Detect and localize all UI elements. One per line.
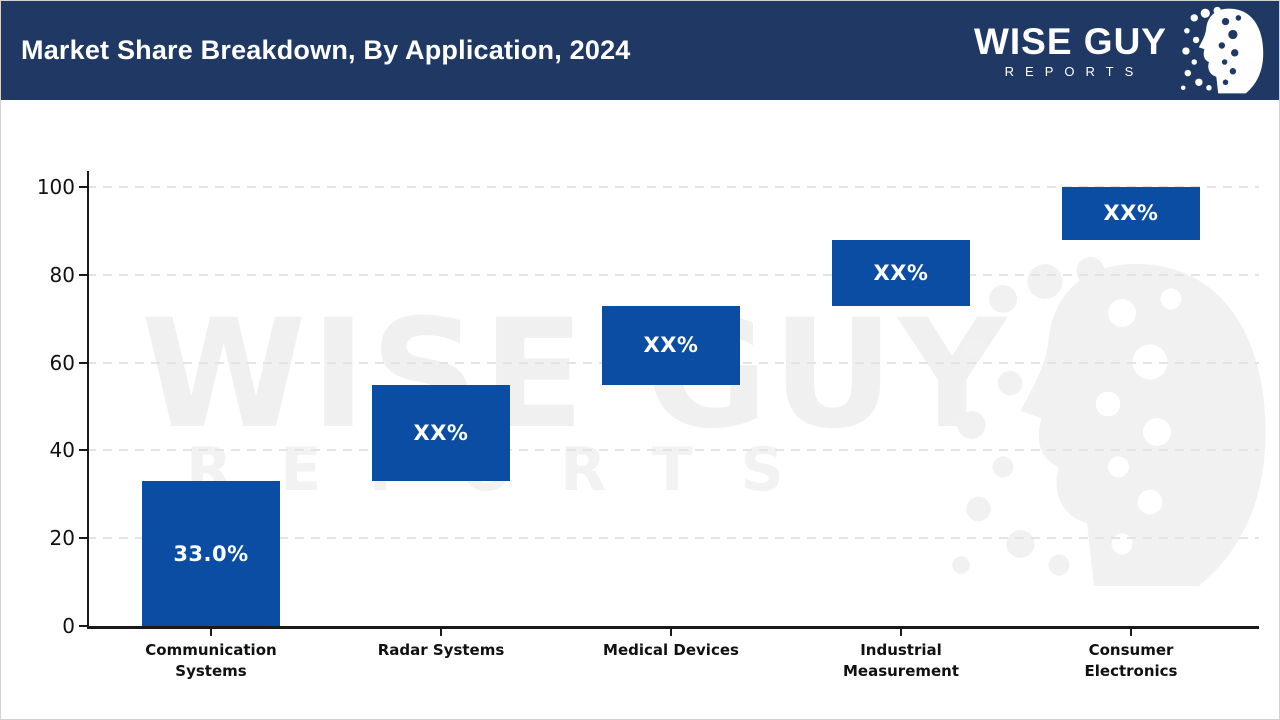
x-axis-line [87,626,1259,629]
y-axis-tick [79,361,87,364]
x-axis-tick [1130,629,1132,636]
bar-3: XX% [602,305,740,385]
gridline [87,537,1259,540]
category-label: Medical Devices [603,641,739,659]
y-tick-label: 100 [36,175,75,199]
bar-5: XX% [1062,187,1200,240]
bar-value-label: XX% [643,333,699,358]
bar-4: XX% [832,239,970,306]
y-tick-label: 60 [49,350,75,375]
gridline [87,273,1259,276]
page-title: Market Share Breakdown, By Application, … [21,35,631,65]
gridline [87,186,1259,188]
y-axis-tick [79,449,87,452]
y-axis-tick [79,273,87,276]
y-tick-label: 20 [49,526,75,551]
bar-1: 33.0% [142,481,280,626]
x-axis-tick [670,629,672,636]
header: Market Share Breakdown, By Application, … [1,1,1279,100]
x-axis-tick [440,629,442,636]
y-tick-label: 40 [49,438,75,463]
bar-value-label: XX% [873,260,929,285]
x-axis-tick [210,629,212,636]
x-axis-tick [900,629,902,636]
logo-subtext: REPORTS [1004,64,1145,79]
bar-2: XX% [372,384,510,482]
y-axis-tick [79,537,87,540]
y-axis-tick [79,625,87,627]
bar-value-label: XX% [1103,201,1159,226]
y-tick-label: 80 [49,262,75,287]
logo-head-icon [1180,6,1264,93]
y-axis-line [87,171,89,628]
chart: WISE GUY REPORTS 02040608010033.0%Commun… [1,100,1279,719]
logo-text: WISE GUY REPORTS [974,23,1167,78]
category-label: Communication Systems [145,641,277,680]
category-label: Radar Systems [377,641,505,659]
plot-area: 0 20 40 60 80 100 33.0% Communication Systems XX… [1,100,1279,719]
category-label: Consumer Electronics [1084,641,1178,680]
y-axis-tick [79,186,87,188]
wise-guy-reports-logo: WISE GUY REPORTS [974,5,1267,97]
bar-value-label: XX% [413,420,469,445]
gridline [87,449,1259,452]
y-tick-label: 0 [62,614,75,638]
bar-value-label: 33.0% [173,541,249,566]
logo-wordmark: WISE GUY [973,21,1167,62]
category-label: Industrial Measurement [842,641,960,680]
